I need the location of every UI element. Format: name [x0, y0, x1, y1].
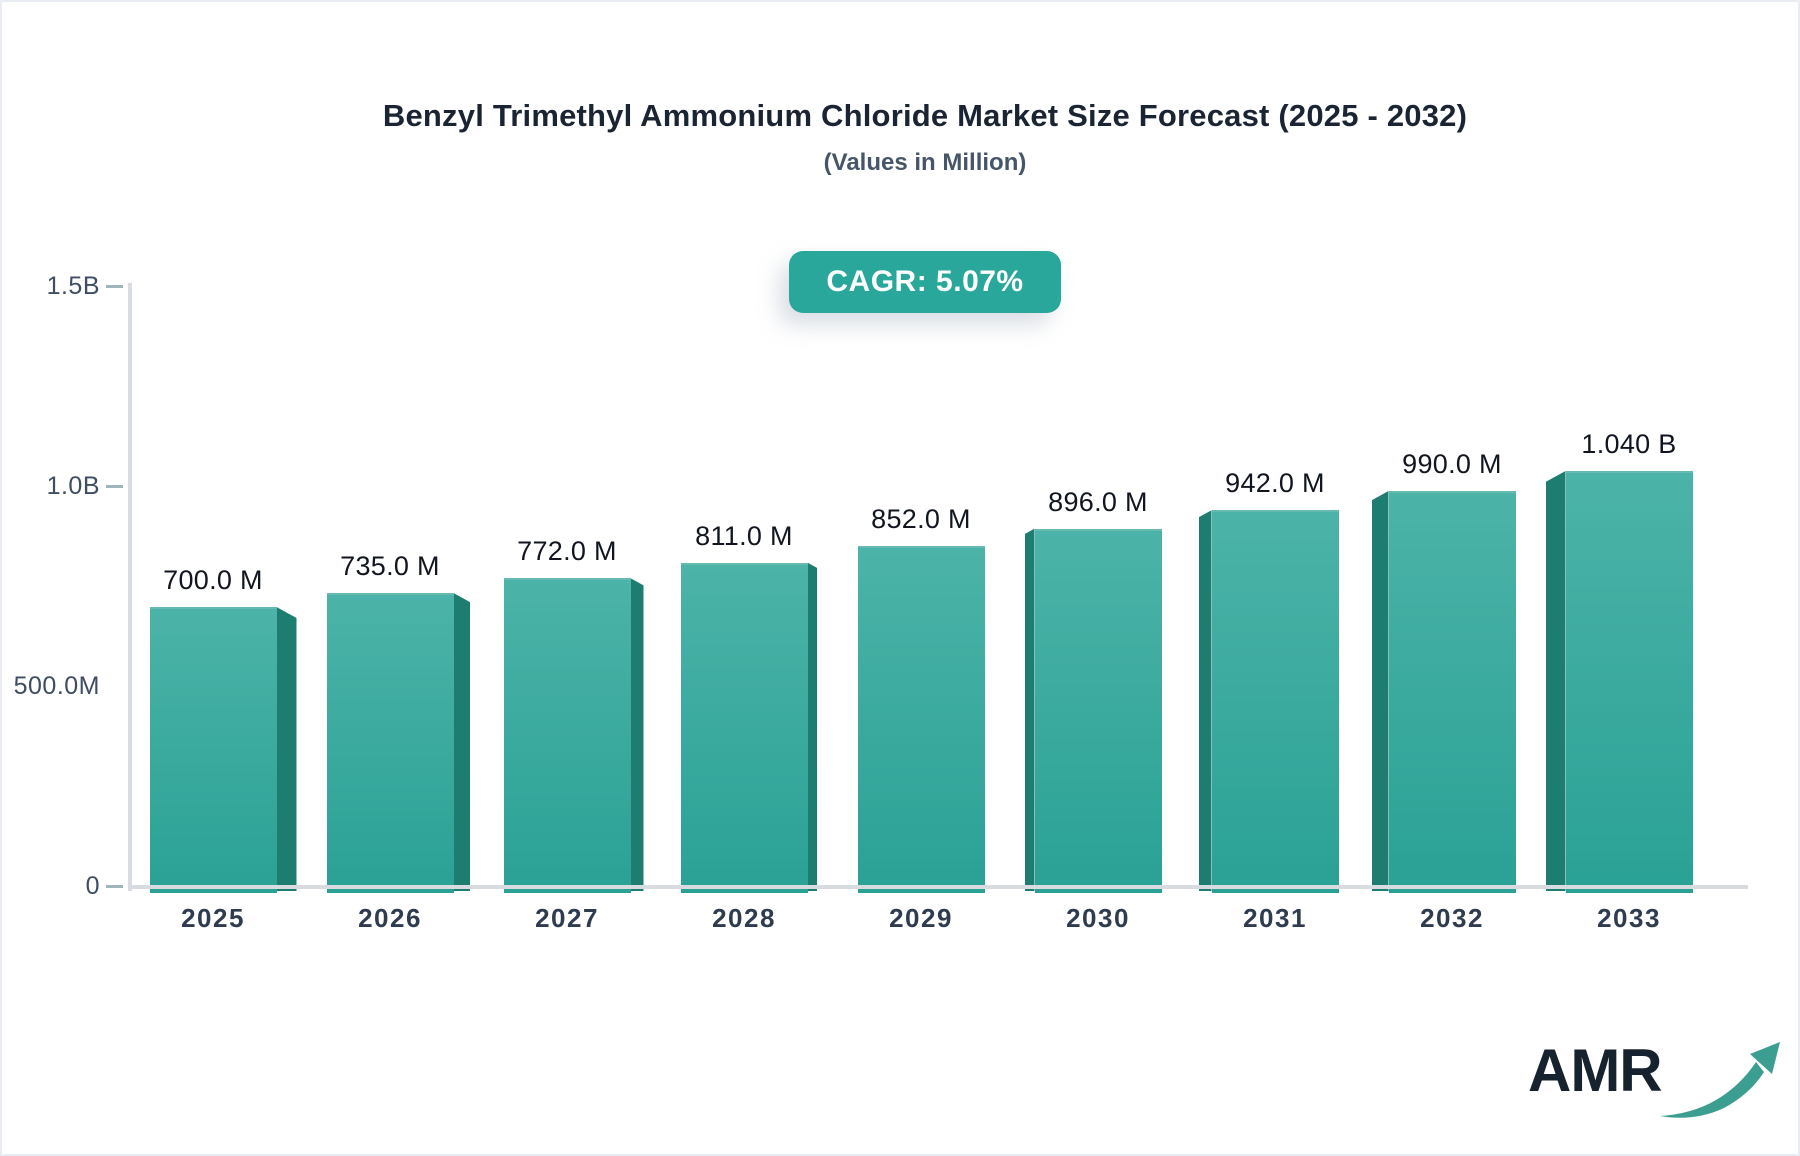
bar-2029: [857, 546, 985, 893]
bar-value-label: 990.0 M: [1402, 449, 1502, 479]
x-axis-category-label: 2028: [712, 903, 776, 933]
y-axis-tick-dash: [106, 485, 123, 488]
y-axis-tick-label: 0: [85, 872, 100, 900]
y-axis-tick-label: 1.0B: [46, 472, 100, 500]
y-axis-tick-dash: [106, 885, 123, 888]
bar-value-label: 896.0 M: [1048, 486, 1148, 517]
x-axis-category-label: 2030: [1066, 903, 1130, 933]
y-axis-tick-dash: [106, 285, 123, 288]
bar-side-2033: [1545, 471, 1566, 891]
chart-title: Benzyl Trimethyl Ammonium Chloride Marke…: [382, 98, 1468, 133]
bar-value-label: 1.040 B: [1581, 429, 1677, 459]
bar-side-2025: [276, 607, 297, 891]
x-axis-category-label: 2025: [181, 903, 245, 933]
amr-logo: AMR: [1528, 1028, 1780, 1123]
bar-2030: [1034, 528, 1162, 893]
bar-2032: [1388, 491, 1516, 893]
bar-2026: [326, 593, 454, 893]
bar-2033: [1565, 471, 1693, 893]
bar-side-2030: [1025, 528, 1035, 891]
amr-logo-text: AMR: [1528, 1037, 1663, 1104]
chart-subtitle: (Values in Million): [823, 149, 1027, 176]
bar-side-2028: [807, 562, 817, 891]
y-axis-tick-label: 500.0M: [13, 672, 100, 700]
bar-2028: [680, 562, 808, 893]
bar-side-2026: [453, 593, 470, 891]
bar-side-2032: [1372, 491, 1389, 891]
x-axis-category-label: 2029: [889, 903, 953, 933]
x-axis-category-label: 2032: [1420, 903, 1484, 933]
x-axis-category-label: 2031: [1243, 903, 1307, 933]
bar-value-label: 852.0 M: [871, 504, 971, 535]
x-axis-category-label: 2033: [1597, 903, 1661, 933]
bar-value-label: 811.0 M: [695, 520, 793, 551]
bar-value-label: 700.0 M: [163, 565, 263, 595]
y-axis-line: [128, 283, 132, 891]
bar-value-label: 735.0 M: [340, 551, 440, 581]
cagr-badge-label: CAGR: 5.07%: [826, 265, 1024, 298]
growth-arrow-icon: [1660, 1042, 1780, 1118]
x-axis-category-label: 2027: [535, 903, 599, 933]
bar-2025: [149, 607, 277, 893]
bar-2031: [1211, 510, 1339, 893]
x-axis-line: [128, 885, 1748, 889]
bar-side-2027: [630, 578, 644, 891]
y-axis-tick-label: 1.5B: [46, 272, 100, 300]
bar-value-label: 772.0 M: [517, 536, 617, 567]
bar-side-2031: [1198, 510, 1212, 891]
bar-2027: [503, 578, 631, 893]
cagr-badge: CAGR: 5.07%: [789, 251, 1061, 313]
bar-value-label: 942.0 M: [1225, 468, 1325, 499]
x-axis-category-label: 2026: [358, 903, 422, 933]
